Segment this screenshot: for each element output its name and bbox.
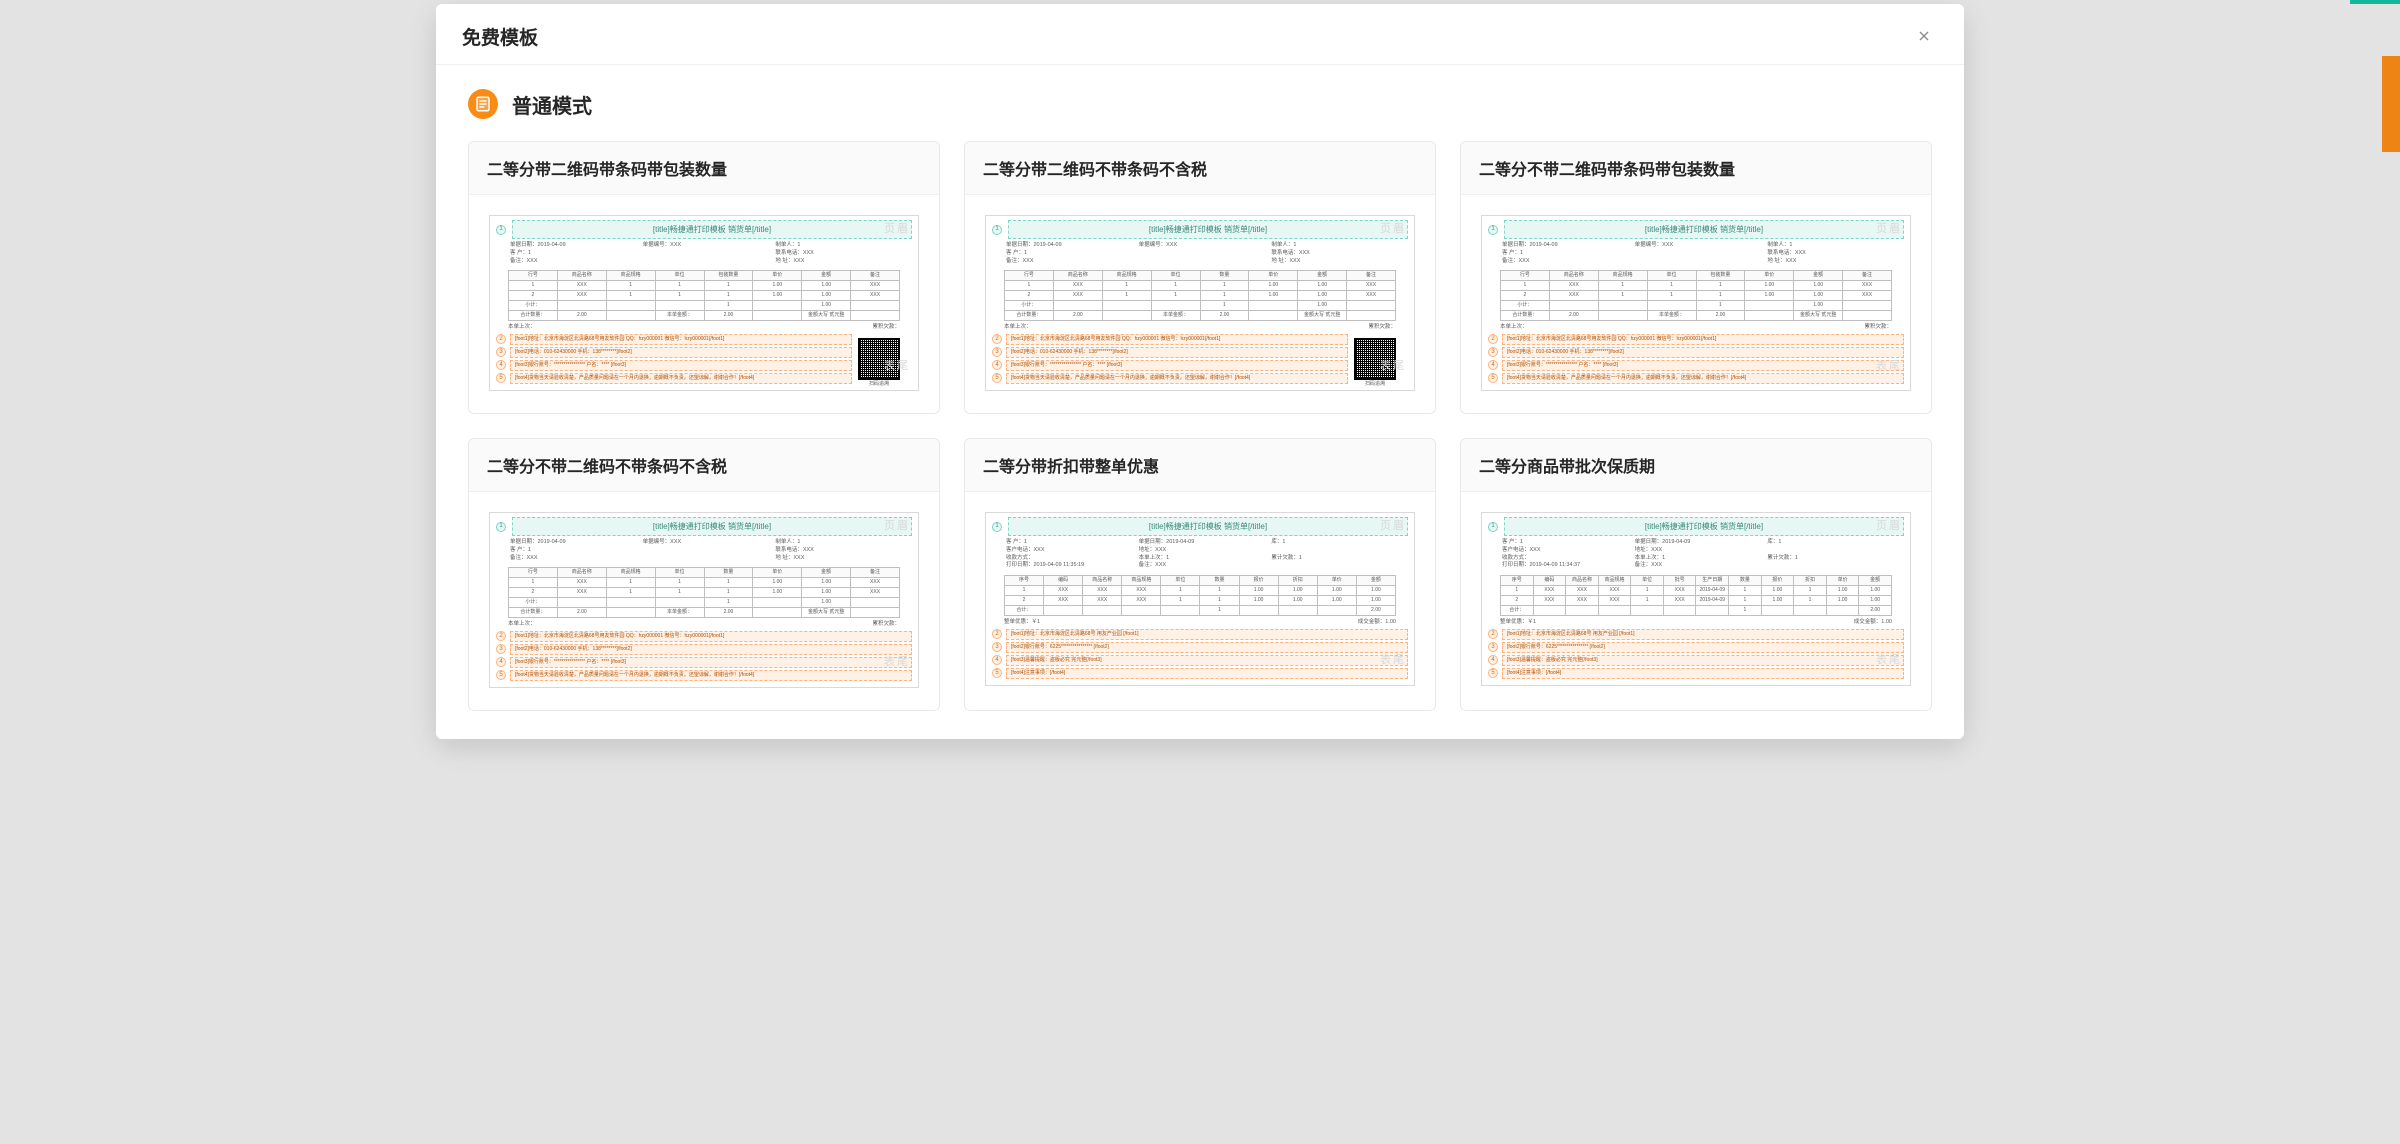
modal-backdrop: 免费模板 普通模式 二等分带二维码带条码带包装数量 页眉 1 [title]畅捷…: [0, 0, 2400, 1144]
template-card[interactable]: 二等分不带二维码带条码带包装数量 页眉 1 [title]畅捷通打印模板 销货单…: [1460, 141, 1932, 414]
marker-icon: 1: [1488, 522, 1498, 532]
modal-header: 免费模板: [436, 4, 1964, 65]
close-button[interactable]: [1910, 22, 1938, 50]
footer-watermark: 表尾: [1876, 653, 1902, 668]
template-card-title: 二等分带折扣带整单优惠: [965, 439, 1435, 492]
header-watermark: 页眉: [884, 519, 910, 534]
template-preview: 页眉 1 [title]畅捷通打印模板 销货单[/title] 客 户：1单据日…: [965, 492, 1435, 708]
footer-watermark: 表尾: [884, 655, 910, 670]
template-card-title: 二等分带二维码不带条码不含税: [965, 142, 1435, 195]
section-header: 普通模式: [468, 89, 1932, 119]
document-icon: [474, 95, 492, 113]
preview-title-bar: [title]畅捷通打印模板 销货单[/title]: [1504, 220, 1904, 239]
template-grid: 二等分带二维码带条码带包装数量 页眉 1 [title]畅捷通打印模板 销货单[…: [468, 141, 1932, 711]
marker-icon: 1: [496, 225, 506, 235]
section-title: 普通模式: [512, 90, 592, 119]
template-card[interactable]: 二等分商品带批次保质期 页眉 1 [title]畅捷通打印模板 销货单[/tit…: [1460, 438, 1932, 711]
section-icon: [468, 89, 498, 119]
preview-title-bar: [title]畅捷通打印模板 销货单[/title]: [1008, 220, 1408, 239]
qr-label: 扫码追溯: [1354, 381, 1396, 388]
preview-title-bar: [title]畅捷通打印模板 销货单[/title]: [512, 220, 912, 239]
template-card-title: 二等分商品带批次保质期: [1461, 439, 1931, 492]
preview-title-bar: [title]畅捷通打印模板 销货单[/title]: [1008, 517, 1408, 536]
template-card-title: 二等分带二维码带条码带包装数量: [469, 142, 939, 195]
footer-watermark: 表尾: [884, 359, 910, 374]
template-card[interactable]: 二等分带二维码带条码带包装数量 页眉 1 [title]畅捷通打印模板 销货单[…: [468, 141, 940, 414]
close-icon: [1916, 28, 1932, 44]
modal-body: 普通模式 二等分带二维码带条码带包装数量 页眉 1 [title]畅捷通打印模板…: [436, 65, 1964, 739]
footer-watermark: 表尾: [1380, 653, 1406, 668]
modal-title: 免费模板: [462, 23, 538, 50]
preview-title-bar: [title]畅捷通打印模板 销货单[/title]: [1504, 517, 1904, 536]
preview-title-bar: [title]畅捷通打印模板 销货单[/title]: [512, 517, 912, 536]
header-watermark: 页眉: [1380, 519, 1406, 534]
template-preview: 页眉 1 [title]畅捷通打印模板 销货单[/title] 单据日期：201…: [469, 492, 939, 710]
template-card-title: 二等分不带二维码不带条码不含税: [469, 439, 939, 492]
template-card[interactable]: 二等分带折扣带整单优惠 页眉 1 [title]畅捷通打印模板 销货单[/tit…: [964, 438, 1436, 711]
template-card[interactable]: 二等分带二维码不带条码不含税 页眉 1 [title]畅捷通打印模板 销货单[/…: [964, 141, 1436, 414]
header-watermark: 页眉: [884, 222, 910, 237]
template-preview: 页眉 1 [title]畅捷通打印模板 销货单[/title] 单据日期：201…: [469, 195, 939, 413]
footer-watermark: 表尾: [1380, 359, 1406, 374]
footer-watermark: 表尾: [1876, 359, 1902, 374]
template-card-title: 二等分不带二维码带条码带包装数量: [1461, 142, 1931, 195]
template-modal: 免费模板 普通模式 二等分带二维码带条码带包装数量 页眉 1 [title]畅捷…: [436, 4, 1964, 739]
template-preview: 页眉 1 [title]畅捷通打印模板 销货单[/title] 客 户：1单据日…: [1461, 492, 1931, 708]
marker-icon: 1: [992, 522, 1002, 532]
template-preview: 页眉 1 [title]畅捷通打印模板 销货单[/title] 单据日期：201…: [965, 195, 1435, 413]
template-card[interactable]: 二等分不带二维码不带条码不含税 页眉 1 [title]畅捷通打印模板 销货单[…: [468, 438, 940, 711]
qr-label: 扫码追溯: [858, 381, 900, 388]
header-watermark: 页眉: [1876, 519, 1902, 534]
marker-icon: 1: [992, 225, 1002, 235]
template-preview: 页眉 1 [title]畅捷通打印模板 销货单[/title] 单据日期：201…: [1461, 195, 1931, 413]
header-watermark: 页眉: [1380, 222, 1406, 237]
header-watermark: 页眉: [1876, 222, 1902, 237]
marker-icon: 1: [1488, 225, 1498, 235]
marker-icon: 1: [496, 522, 506, 532]
